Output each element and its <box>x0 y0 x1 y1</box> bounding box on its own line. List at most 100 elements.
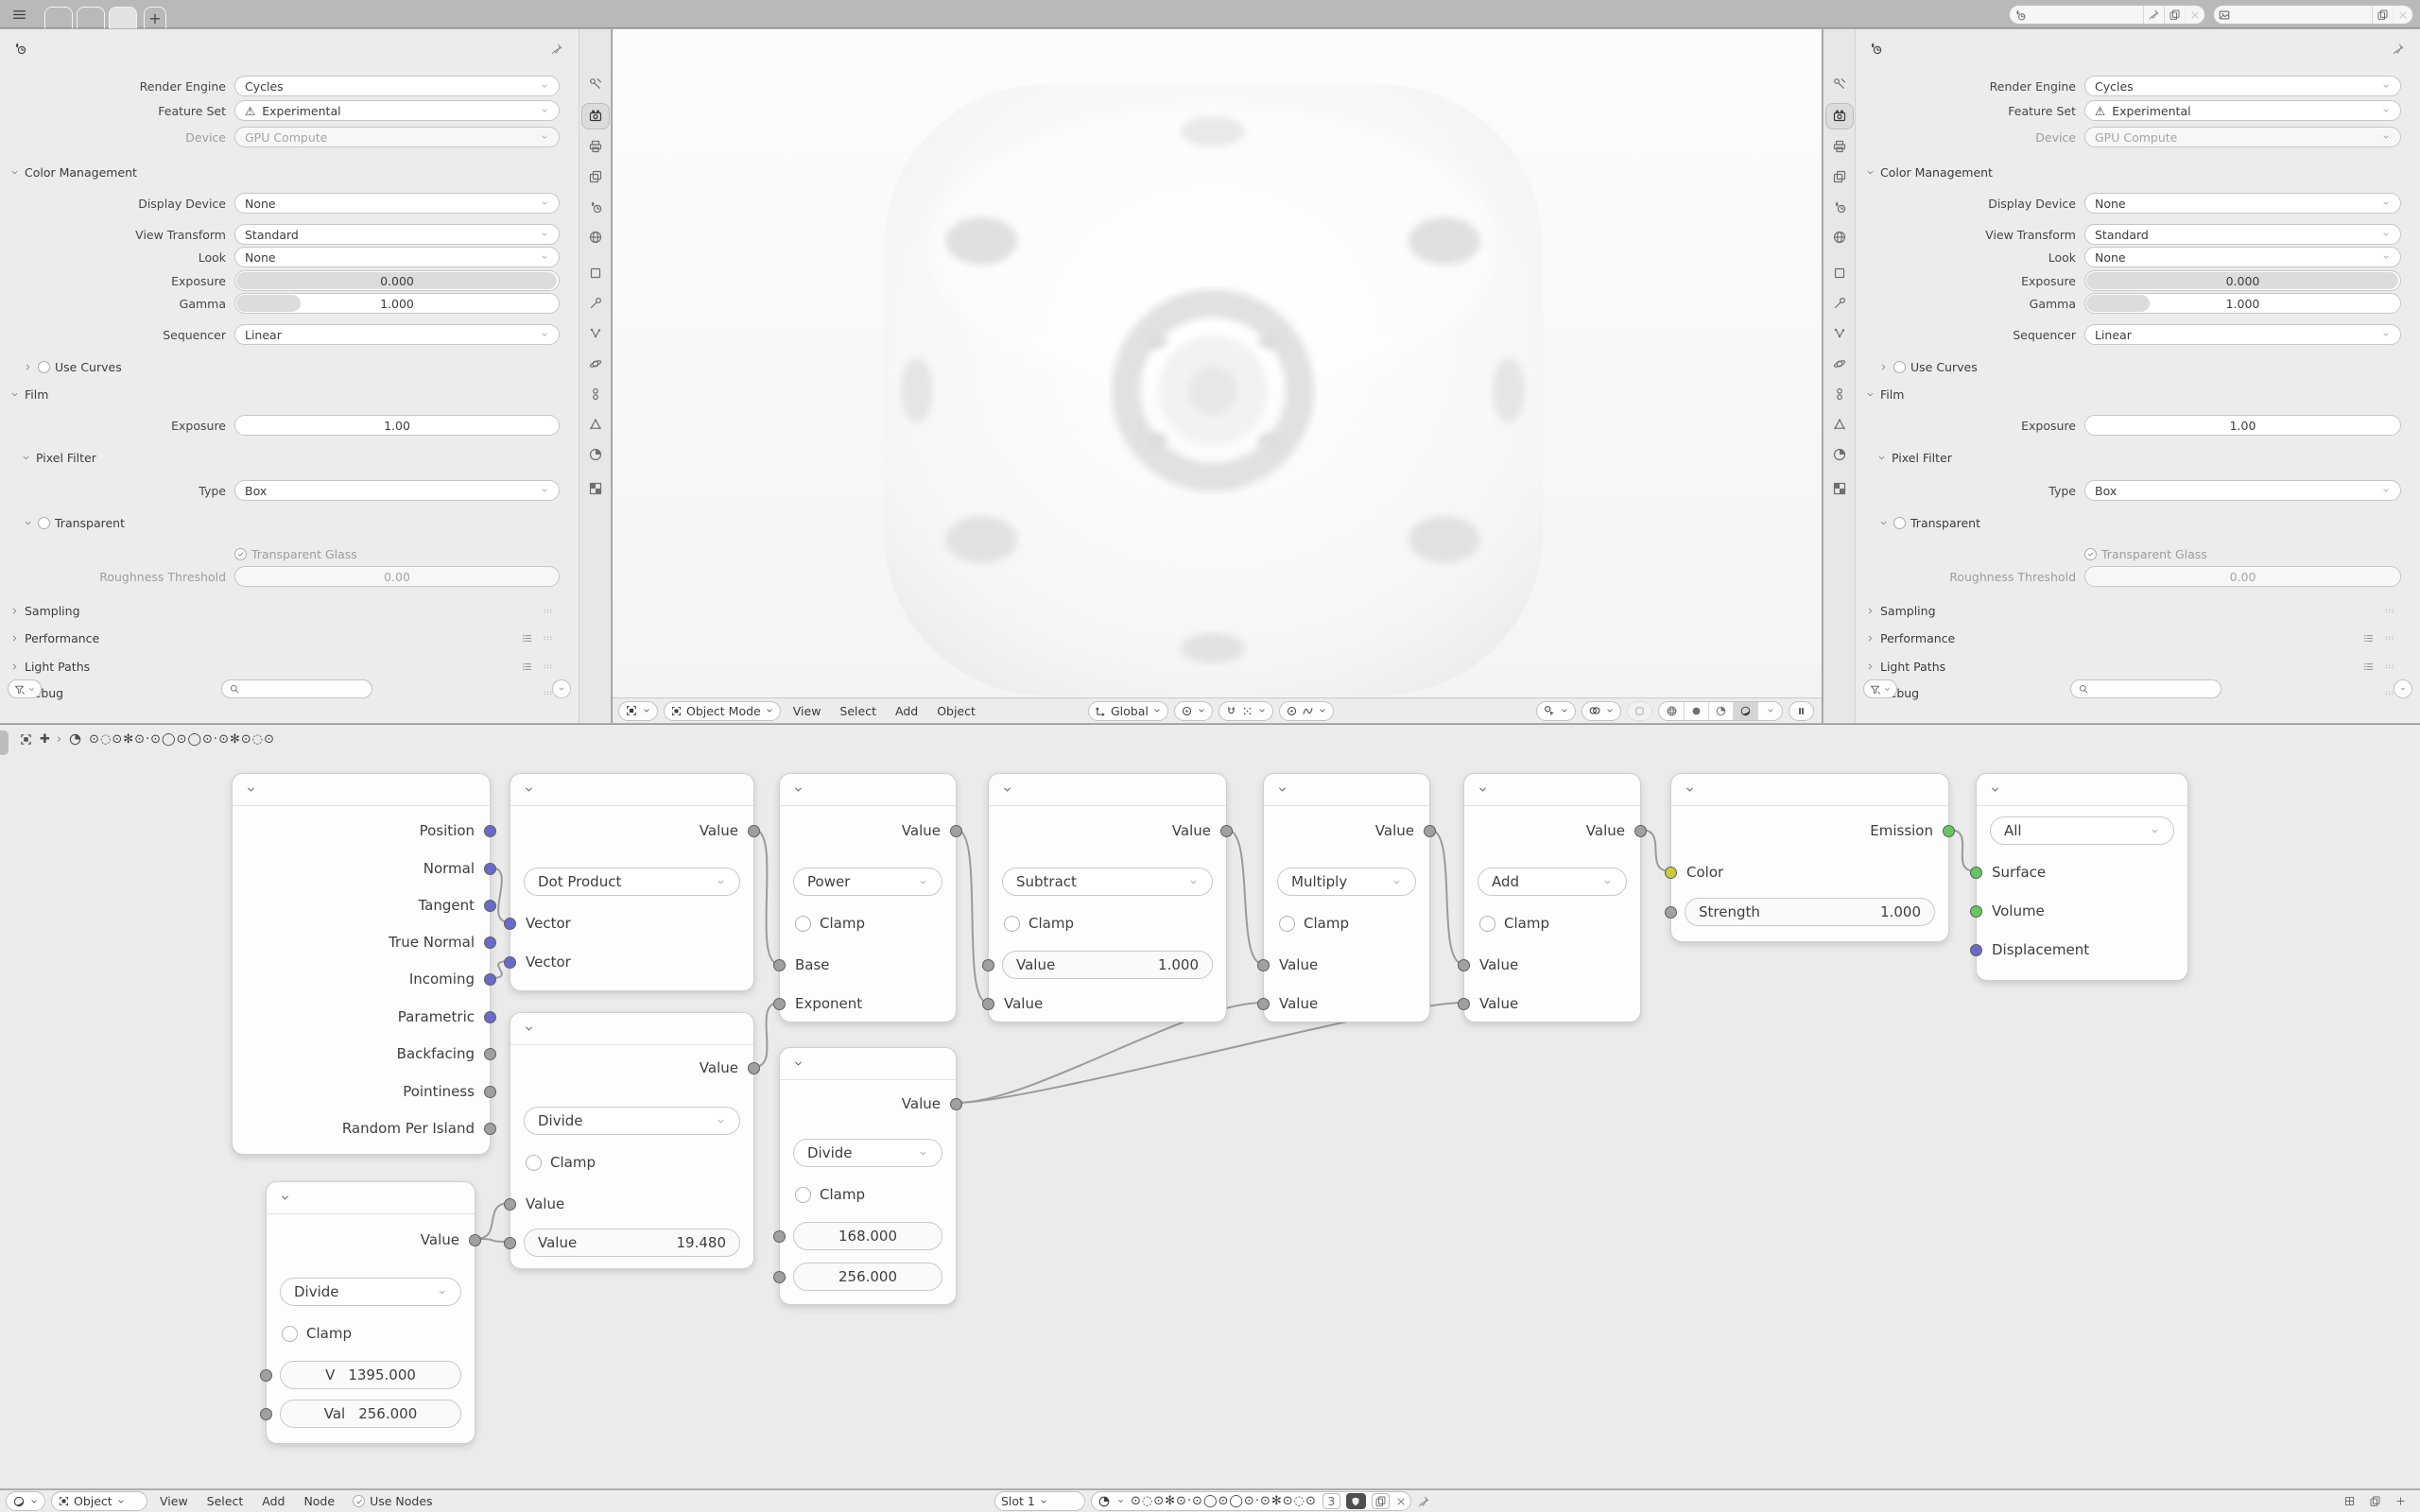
shading-material-preview[interactable] <box>1708 701 1733 720</box>
properties-tab-constraints[interactable] <box>581 381 610 407</box>
value-socket[interactable] <box>950 1097 962 1110</box>
view-layer-selector[interactable] <box>2213 5 2413 25</box>
panel-header-performance[interactable]: Performance <box>1856 631 1955 645</box>
dropdown-render-engine[interactable]: Cycles <box>2084 76 2401 96</box>
panel-header-light-paths[interactable]: Light Paths <box>1856 660 1945 674</box>
properties-tab-scene[interactable] <box>1825 194 1854 220</box>
value-socket[interactable] <box>982 958 994 971</box>
value-socket[interactable] <box>1634 824 1647 837</box>
view-layer-icon[interactable] <box>2214 6 2235 24</box>
panel-header-sampling[interactable]: Sampling <box>1856 604 1936 618</box>
material-users-count[interactable]: 3 <box>1322 1493 1340 1509</box>
options-dropdown[interactable] <box>2394 679 2412 698</box>
shader-socket[interactable] <box>1970 866 1982 879</box>
checkbox-transparent-glass[interactable]: Transparent Glass <box>234 547 357 561</box>
panel-header-film[interactable]: Film <box>0 387 48 402</box>
value-socket[interactable] <box>773 1270 786 1283</box>
workspace-tab-1[interactable] <box>44 7 73 28</box>
shading-rendered[interactable] <box>1733 701 1757 720</box>
scene-icon[interactable] <box>2010 6 2031 24</box>
checkbox-use-curves[interactable] <box>38 360 50 373</box>
vector-socket[interactable] <box>1970 943 1982 956</box>
value-field[interactable]: Val 256.000 <box>280 1400 461 1428</box>
value-socket[interactable] <box>950 824 962 837</box>
subpanel-use-curves[interactable]: Use Curves <box>0 360 122 374</box>
panel-header-performance[interactable]: Performance <box>0 631 99 645</box>
value-socket[interactable] <box>1257 997 1270 1010</box>
transform-orientation-dropdown[interactable]: Global <box>1088 700 1168 721</box>
proportional-editing-dropdown[interactable] <box>1278 700 1334 721</box>
properties-tab-physics[interactable] <box>581 351 610 377</box>
new-material-copy-icon[interactable] <box>1371 1493 1390 1509</box>
shader-type-dropdown[interactable]: Object <box>51 1491 147 1511</box>
value-field[interactable]: V 1395.000 <box>280 1361 461 1389</box>
mode-dropdown[interactable]: Object Mode <box>664 700 781 721</box>
search-input[interactable] <box>221 679 372 698</box>
value-roughness-threshold[interactable]: 0.00 <box>234 566 560 587</box>
fake-user-shield-icon[interactable] <box>1345 1493 1366 1509</box>
dropdown-display-device[interactable]: None <box>2084 193 2401 214</box>
vector-socket[interactable] <box>484 1010 496 1023</box>
slider-gamma[interactable]: 1.000 <box>234 293 560 314</box>
dropdown-type[interactable]: Box <box>2084 480 2401 501</box>
menu-add[interactable]: Add <box>894 703 919 718</box>
properties-tab-texture[interactable] <box>1825 475 1854 502</box>
node-math-divide-168-256[interactable]: Value Divide Clamp 168.000 256.000 <box>773 1047 962 1305</box>
dropdown-feature-set[interactable]: ⚠ Experimental <box>2084 100 2401 121</box>
menu-select[interactable]: Select <box>206 1494 244 1508</box>
operation-dropdown[interactable]: Subtract <box>1002 868 1213 896</box>
panel-header-pixel-filter[interactable]: Pixel Filter <box>0 451 96 465</box>
checkbox-transparent[interactable] <box>1893 516 1906 529</box>
dropdown-feature-set[interactable]: ⚠ Experimental <box>234 100 560 121</box>
node-math-power[interactable]: Value Power Clamp Base Exponent <box>773 773 962 1022</box>
workspace-tab-2[interactable] <box>77 7 105 28</box>
node-header[interactable] <box>233 774 490 806</box>
properties-tab-tool[interactable] <box>581 71 610 97</box>
shader-socket[interactable] <box>1970 904 1982 918</box>
clamp-checkbox[interactable]: Clamp <box>1264 911 1429 936</box>
dropdown-look[interactable]: None <box>2084 247 2401 267</box>
subpanel-transparent[interactable]: Transparent <box>0 516 125 530</box>
resize-icon[interactable] <box>2394 1495 2407 1507</box>
dropdown-render-engine[interactable]: Cycles <box>234 76 560 96</box>
properties-tab-object[interactable] <box>1825 260 1854 286</box>
value-socket[interactable] <box>1424 824 1436 837</box>
material-name[interactable]: ⊙◌⊙✻⊙·⊙◯⊙◯⊙·⊙✻⊙◌⊙ <box>1131 1494 1317 1508</box>
clamp-checkbox[interactable]: Clamp <box>780 1182 956 1207</box>
material-selector[interactable]: ⊙◌⊙✻⊙·⊙◯⊙◯⊙·⊙✻⊙◌⊙ 3 <box>1091 1491 1411 1511</box>
value-socket[interactable] <box>484 1122 496 1135</box>
vector-socket[interactable] <box>484 899 496 912</box>
node-geometry[interactable]: Position Normal Tangent True Normal Incoming… <box>232 773 496 1155</box>
properties-tab-particles[interactable] <box>581 320 610 347</box>
node-material-output[interactable]: All Surface Volume Displacement <box>1970 773 2188 981</box>
properties-tab-object[interactable] <box>581 260 610 286</box>
properties-tab-object-data[interactable] <box>581 411 610 438</box>
scene-selector[interactable] <box>2009 5 2205 25</box>
editor-type-button[interactable] <box>6 1491 45 1511</box>
properties-tab-modifiers[interactable] <box>1825 290 1854 317</box>
properties-tab-view-layer[interactable] <box>581 163 610 190</box>
node-header[interactable] <box>989 774 1226 806</box>
dropdown-sequencer[interactable]: Linear <box>2084 324 2401 345</box>
properties-tab-scene[interactable] <box>581 194 610 220</box>
node-math-divide-19[interactable]: Value Divide Clamp Value Value 19.480 <box>504 1012 760 1269</box>
value-exposure[interactable]: 1.00 <box>234 415 560 436</box>
operation-dropdown[interactable]: All <box>1990 816 2174 845</box>
properties-tab-render[interactable] <box>581 103 610 129</box>
node-emission[interactable]: Emission Color Strength 1.000 <box>1665 773 1955 942</box>
value-socket[interactable] <box>260 1407 272 1420</box>
node-header[interactable] <box>1464 774 1640 806</box>
properties-tab-material[interactable] <box>581 441 610 468</box>
shading-wireframe[interactable] <box>1659 702 1684 720</box>
pivot-point-dropdown[interactable] <box>1173 700 1213 721</box>
operation-dropdown[interactable]: Power <box>793 868 942 896</box>
properties-tab-tool[interactable] <box>1825 71 1854 97</box>
clamp-checkbox[interactable]: Clamp <box>267 1321 475 1346</box>
menu-add[interactable]: Add <box>262 1494 285 1508</box>
panel-header-color-management[interactable]: Color Management <box>0 165 137 180</box>
node-math-subtract[interactable]: Value Subtract Clamp Value 1.000 Value <box>982 773 1233 1022</box>
dropdown-display-device[interactable]: None <box>234 193 560 214</box>
properties-tab-view-layer[interactable] <box>1825 163 1854 190</box>
node-header[interactable] <box>510 1013 753 1045</box>
operation-dropdown[interactable]: Add <box>1478 868 1627 896</box>
